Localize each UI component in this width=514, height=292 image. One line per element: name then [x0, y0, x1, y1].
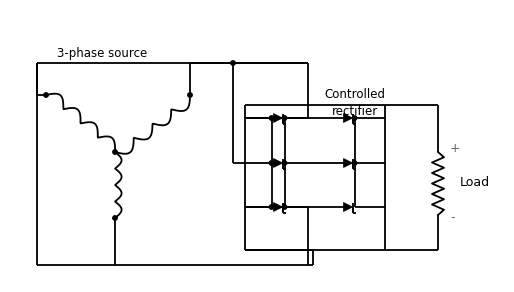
Polygon shape	[273, 159, 283, 168]
Polygon shape	[343, 159, 353, 168]
Text: 3-phase source: 3-phase source	[57, 47, 147, 60]
Circle shape	[269, 205, 273, 209]
Circle shape	[113, 216, 117, 220]
Text: +: +	[450, 142, 461, 156]
Circle shape	[231, 61, 235, 65]
Text: -: -	[450, 211, 454, 225]
Circle shape	[269, 161, 273, 165]
Circle shape	[44, 93, 48, 97]
Circle shape	[352, 161, 357, 165]
Polygon shape	[343, 114, 353, 123]
Circle shape	[282, 161, 287, 165]
Circle shape	[269, 116, 273, 120]
Circle shape	[188, 93, 192, 97]
Text: Controlled
rectifier: Controlled rectifier	[324, 88, 386, 118]
Text: Load: Load	[460, 176, 490, 190]
Polygon shape	[343, 202, 353, 211]
Circle shape	[282, 116, 287, 120]
Polygon shape	[273, 202, 283, 211]
Circle shape	[113, 150, 117, 154]
Circle shape	[352, 116, 357, 120]
Polygon shape	[273, 114, 283, 123]
Circle shape	[282, 205, 287, 209]
